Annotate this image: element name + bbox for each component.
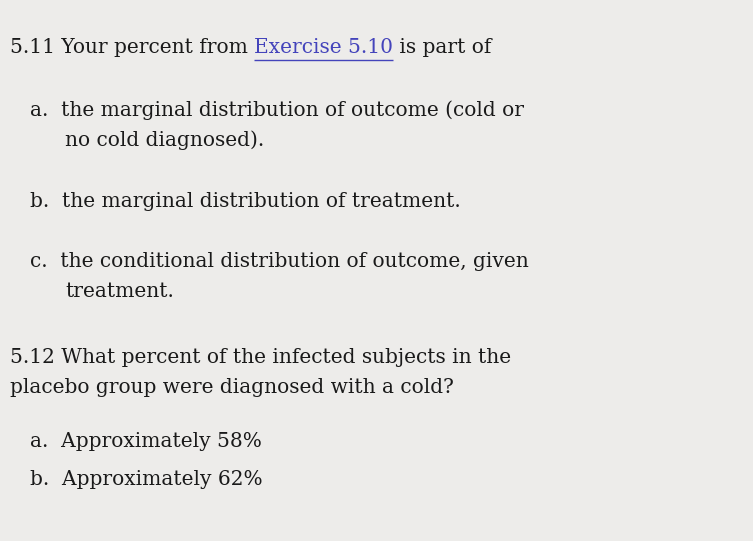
Text: no cold diagnosed).: no cold diagnosed). [65,130,264,150]
Text: treatment.: treatment. [65,282,174,301]
Text: is part of: is part of [393,38,492,57]
Text: 5.11 Your percent from: 5.11 Your percent from [10,38,255,57]
Text: b.  Approximately 62%: b. Approximately 62% [30,470,263,489]
Text: placebo group were diagnosed with a cold?: placebo group were diagnosed with a cold… [10,378,454,397]
Text: c.  the conditional distribution of outcome, given: c. the conditional distribution of outco… [30,252,529,271]
Text: a.  the marginal distribution of outcome (cold or: a. the marginal distribution of outcome … [30,100,524,120]
Text: Exercise 5.10: Exercise 5.10 [255,38,393,57]
Text: 5.12 What percent of the infected subjects in the: 5.12 What percent of the infected subjec… [10,348,511,367]
Text: a.  Approximately 58%: a. Approximately 58% [30,432,262,451]
Text: b.  the marginal distribution of treatment.: b. the marginal distribution of treatmen… [30,192,461,211]
